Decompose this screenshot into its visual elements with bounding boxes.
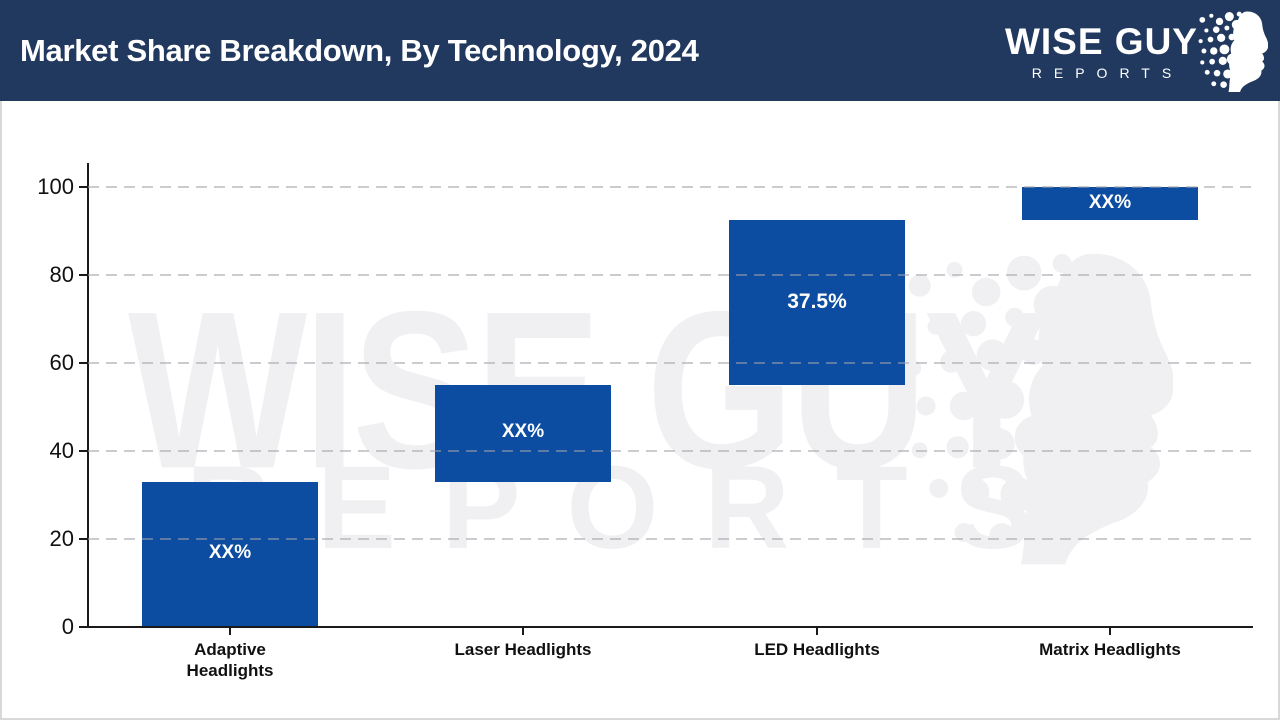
logo-tagline: REPORTS xyxy=(1031,65,1184,81)
bar-laser-headlights xyxy=(435,385,611,482)
logo-text: WISE GUY REPORTS xyxy=(1005,21,1198,81)
category-label: LED Headlights xyxy=(754,640,880,659)
y-tick-label-60: 60 xyxy=(49,350,74,375)
y-axis-tick-80 xyxy=(79,274,87,276)
x-axis-line xyxy=(87,626,1253,628)
y-tick-label-100: 100 xyxy=(37,174,74,199)
gridline-80 xyxy=(88,274,1253,276)
y-tick-label-20: 20 xyxy=(49,526,74,551)
category-label: Matrix Headlights xyxy=(1039,640,1181,659)
y-axis-tick-20 xyxy=(79,538,87,540)
gridline-60 xyxy=(88,362,1253,364)
y-tick-label-80: 80 xyxy=(49,262,74,287)
page-title: Market Share Breakdown, By Technology, 2… xyxy=(20,33,699,68)
header-bar: Market Share Breakdown, By Technology, 2… xyxy=(0,0,1280,101)
y-axis-tick-0 xyxy=(79,626,87,628)
category-label: Laser Headlights xyxy=(454,640,592,659)
bar-value-label: XX% xyxy=(501,421,545,443)
y-axis-tick-40 xyxy=(79,450,87,452)
logo-name: WISE GUY xyxy=(1004,21,1198,62)
logo-head-icon xyxy=(1194,10,1268,92)
bar-matrix-headlights xyxy=(1022,187,1198,220)
wise-guy-reports-logo: WISE GUY REPORTS xyxy=(1005,8,1268,94)
category-label: Adaptive Headlights xyxy=(186,640,274,680)
x-axis-tick xyxy=(816,628,818,635)
y-axis-line xyxy=(87,163,89,628)
y-tick-label-0: 0 xyxy=(61,614,74,639)
gridline-20 xyxy=(88,538,1253,540)
bar-value-label: XX% xyxy=(1088,191,1132,213)
gridline-40 xyxy=(88,450,1253,452)
y-axis-tick-60 xyxy=(79,362,87,364)
x-axis-tick xyxy=(229,628,231,635)
bar-adaptive-headlights xyxy=(142,481,318,627)
y-tick-label-40: 40 xyxy=(49,438,74,463)
bar-value-label: 37.5% xyxy=(787,289,847,313)
y-axis-tick-100 xyxy=(79,186,87,188)
x-axis-tick xyxy=(522,628,524,635)
bar-value-label: XX% xyxy=(208,542,252,564)
bar-led-headlights xyxy=(729,220,905,385)
gridline-100 xyxy=(88,186,1253,188)
x-axis-tick xyxy=(1109,628,1111,635)
